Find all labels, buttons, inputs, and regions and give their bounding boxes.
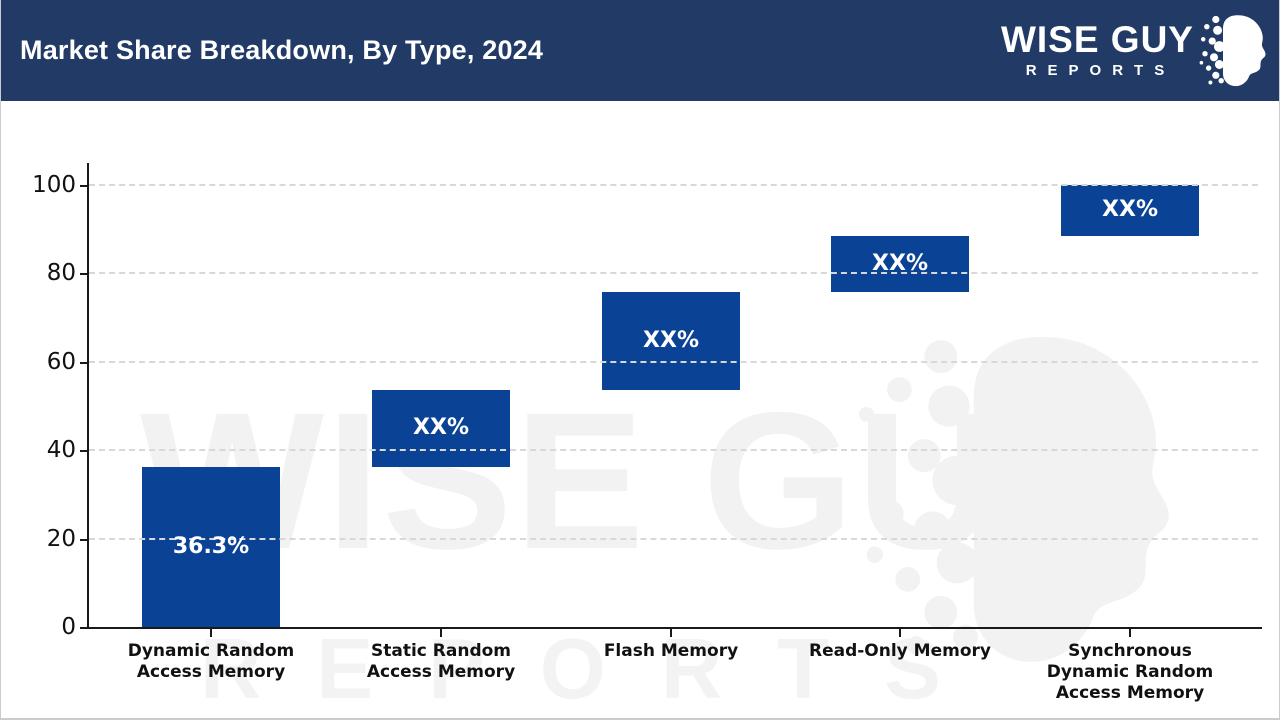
gridline-y-100 (89, 184, 1258, 186)
x-tick-1 (210, 629, 212, 637)
x-axis-line (87, 627, 1262, 629)
gridline-y-80 (89, 272, 1258, 275)
header: Market Share Breakdown, By Type, 2024 WI… (0, 0, 1280, 101)
bar-5 (1061, 185, 1199, 236)
y-tick-60 (80, 361, 88, 364)
x-category-label-1: Dynamic Random Access Memory (127, 641, 295, 682)
y-tick-40 (80, 450, 88, 453)
y-tick-label-0: 0 (61, 614, 76, 640)
y-tick-100 (80, 185, 88, 187)
bar-2 (372, 390, 510, 467)
bar-value-label-5: XX% (1102, 197, 1158, 223)
x-tick-4 (899, 629, 901, 637)
logo-wordmark: WISE GUY (1000, 18, 1194, 60)
watermark: WISE GUY REPORTS (0, 101, 1280, 720)
bar-value-label-2: XX% (413, 415, 469, 441)
x-tick-5 (1129, 629, 1131, 637)
logo-text: WISE GUY REPORTS (1000, 18, 1194, 81)
x-category-label-5: Synchronous Dynamic Random Access Memory (1046, 641, 1214, 703)
y-tick-label-60: 60 (46, 348, 76, 375)
bar-3 (602, 291, 740, 391)
bar-value-label-4: XX% (872, 250, 928, 276)
y-tick-label-80: 80 (46, 260, 76, 287)
y-tick-20 (80, 538, 88, 541)
bar-4 (831, 235, 969, 292)
y-tick-label-100: 100 (32, 172, 76, 198)
y-tick-label-40: 40 (46, 437, 76, 464)
x-category-label-2: Static Random Access Memory (366, 641, 516, 682)
x-category-label-4: Read-Only Memory (808, 641, 991, 661)
bar-value-label-3: XX% (643, 327, 699, 353)
y-tick-label-20: 20 (46, 525, 76, 552)
page-title: Market Share Breakdown, By Type, 2024 (20, 35, 544, 65)
watermark-head-icon (859, 336, 1169, 662)
gridline-y-60 (89, 360, 1258, 363)
watermark-subtitle: REPORTS (200, 622, 996, 717)
y-tick-0 (80, 627, 88, 629)
gridline-y-40 (89, 449, 1258, 452)
y-tick-80 (80, 273, 88, 276)
logo-head-icon (1199, 14, 1266, 86)
brand-logo: WISE GUY REPORTS (1001, 0, 1268, 101)
x-tick-3 (670, 629, 672, 637)
x-category-label-3: Flash Memory (603, 641, 739, 661)
bar-value-label-1: 36.3% (172, 533, 250, 559)
logo-subtitle: REPORTS (1025, 61, 1176, 79)
x-tick-2 (440, 629, 442, 637)
y-axis-line (87, 162, 89, 629)
bar-1 (142, 466, 280, 627)
gridline-y-20 (89, 537, 1258, 540)
